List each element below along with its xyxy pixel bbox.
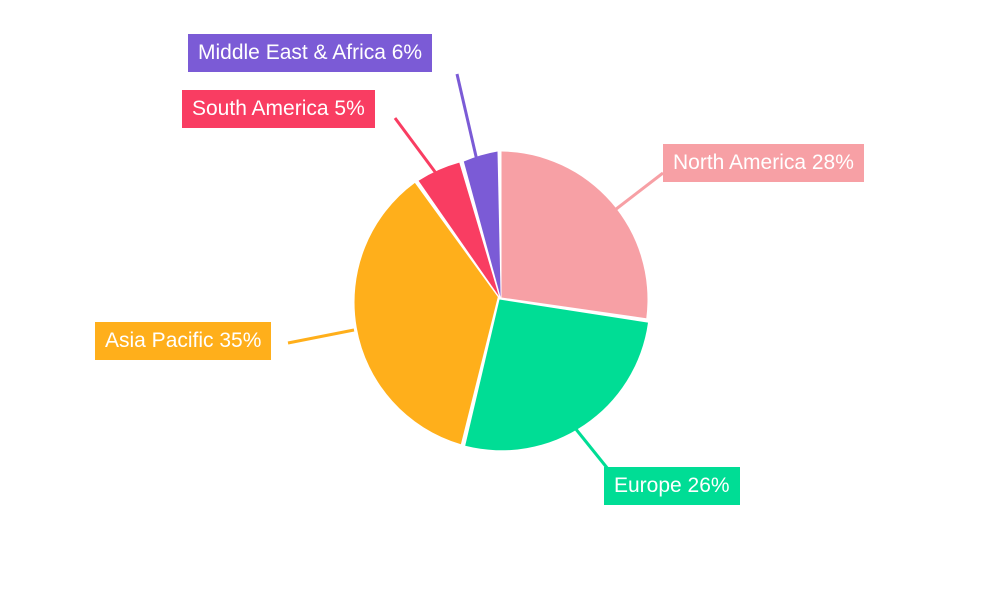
- wedge-europe[interactable]: [465, 299, 648, 451]
- pie-label-asia-pacific: Asia Pacific 35%: [95, 322, 272, 360]
- pie-label-asia-pacific-text: Asia Pacific 35%: [105, 329, 262, 352]
- pie-label-north-america-text: North America 28%: [673, 151, 854, 174]
- pie-label-middle-east-africa: Middle East & Africa 6%: [188, 34, 433, 72]
- leader-line-middle-east-africa: [455, 73, 480, 166]
- wedge-asia-pacific[interactable]: [354, 182, 498, 445]
- leader-line-europe: [573, 427, 614, 475]
- wedge-north-america[interactable]: [501, 151, 648, 319]
- pie-label-europe-text: Europe 26%: [614, 474, 730, 497]
- wedge-middle-east-africa[interactable]: [463, 151, 501, 298]
- pie-label-south-america: South America 5%: [182, 90, 375, 128]
- pie-label-middle-east-africa-text: Middle East & Africa 6%: [198, 41, 423, 64]
- pie-label-europe: Europe 26%: [604, 467, 740, 505]
- pie-wedges: [354, 151, 648, 451]
- leader-line-asia-pacific: [287, 328, 355, 345]
- pie-label-south-america-text: South America 5%: [192, 97, 365, 120]
- pie-label-north-america: North America 28%: [663, 144, 864, 182]
- leader-line-north-america: [610, 171, 664, 215]
- wedge-south-america[interactable]: [418, 162, 499, 297]
